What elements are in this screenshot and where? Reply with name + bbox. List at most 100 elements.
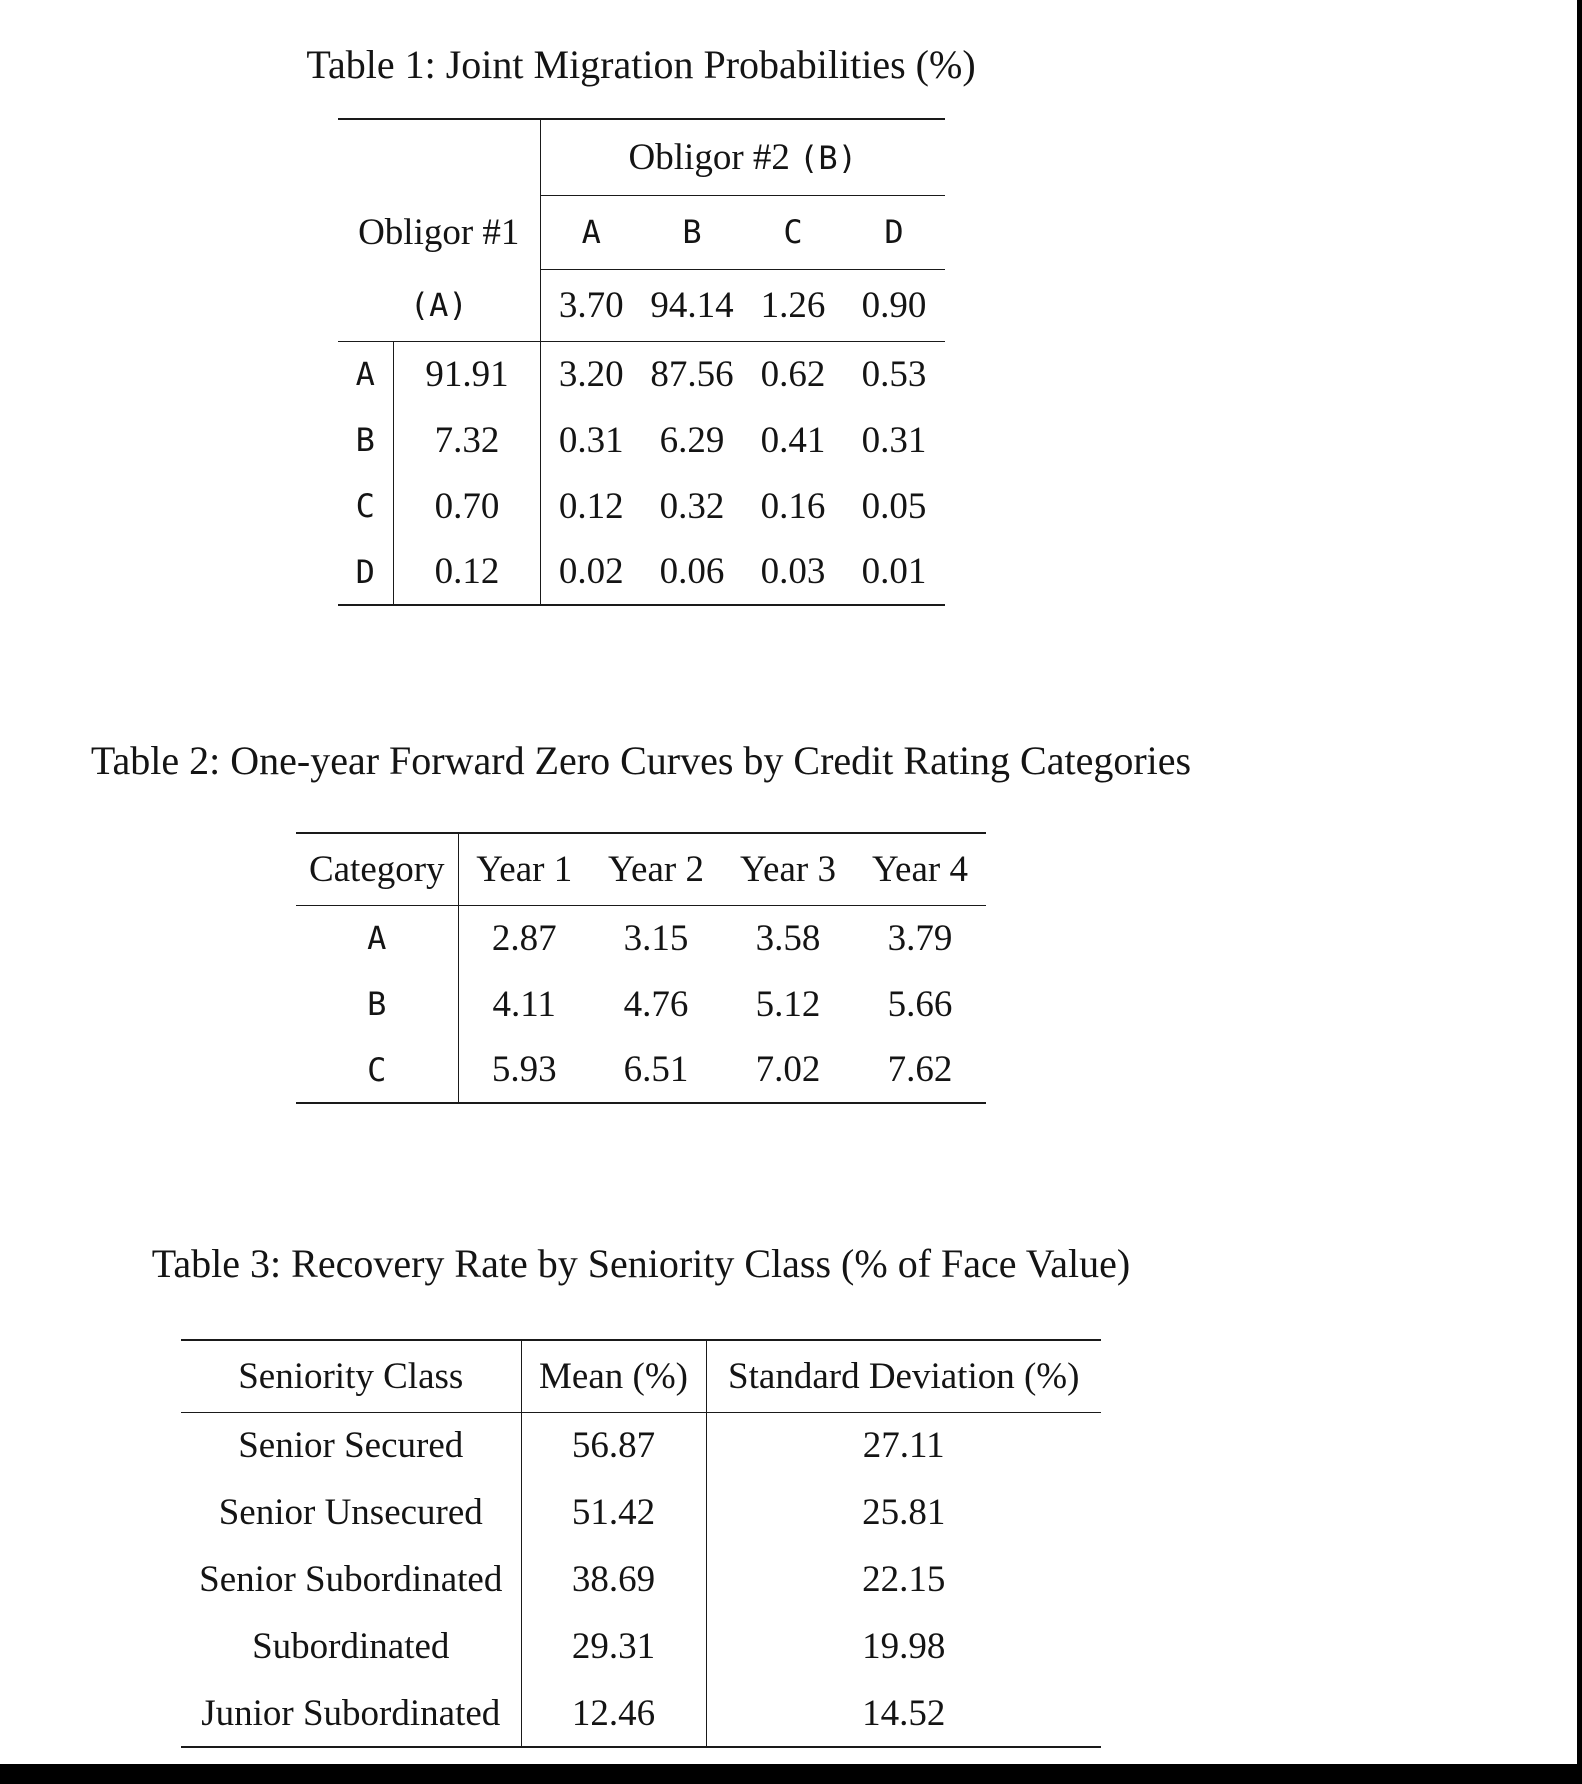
joint-prob-cell: 0.53 bbox=[861, 353, 927, 395]
rate-cell: 3.79 bbox=[887, 917, 953, 959]
rate-cell: 5.12 bbox=[755, 983, 821, 1025]
table2-title: Table 2: One-year Forward Zero Curves by… bbox=[90, 738, 1192, 783]
std-dev-cell: 27.11 bbox=[862, 1425, 945, 1467]
marginal-cell: 0.12 bbox=[393, 539, 541, 606]
category-label: C bbox=[296, 1037, 459, 1104]
seniority-class-label: Senior Secured bbox=[181, 1412, 522, 1479]
joint-prob-cell: 0.05 bbox=[861, 485, 927, 527]
column-header: A bbox=[540, 195, 642, 270]
rating-label: C bbox=[337, 473, 394, 539]
recovery-rate-table: Seniority Class Mean (%) Standard Deviat… bbox=[181, 1339, 1101, 1748]
table-row: Category Year 1 Year 2 Year 3 Year 4 bbox=[296, 832, 986, 906]
rate-cell: 3.58 bbox=[755, 917, 821, 959]
table-row: Obligor #2 (B) bbox=[337, 118, 945, 196]
joint-prob-cell: 0.02 bbox=[540, 539, 642, 606]
column-header: Category bbox=[296, 832, 459, 906]
table-row: C 0.70 0.12 0.32 0.16 0.05 bbox=[337, 473, 945, 539]
table-row: Seniority Class Mean (%) Standard Deviat… bbox=[181, 1339, 1101, 1413]
seniority-class-label: Senior Unsecured bbox=[181, 1479, 522, 1546]
joint-migration-table: Obligor #2 (B) Obligor #1 A B C D (A) 3.… bbox=[337, 118, 945, 606]
marginal-cell: 0.70 bbox=[434, 485, 500, 527]
joint-prob-cell: 0.62 bbox=[760, 353, 826, 395]
table1-title: Table 1: Joint Migration Probabilities (… bbox=[306, 42, 976, 87]
joint-prob-cell: 0.31 bbox=[861, 419, 927, 461]
column-header: Year 2 bbox=[590, 832, 722, 906]
bottom-edge-bar bbox=[0, 1764, 1582, 1784]
column-header: Year 4 bbox=[854, 832, 986, 906]
seniority-class-label: Junior Subordinated bbox=[181, 1680, 522, 1748]
joint-prob-cell: 0.41 bbox=[760, 419, 826, 461]
marginal-cell: 94.14 bbox=[641, 269, 743, 342]
table3-title: Table 3: Recovery Rate by Seniority Clas… bbox=[151, 1241, 1131, 1286]
category-label: A bbox=[296, 905, 459, 971]
table-row: A 2.87 3.15 3.58 3.79 bbox=[296, 905, 986, 971]
joint-prob-cell: 0.06 bbox=[641, 539, 743, 606]
joint-prob-cell: 0.32 bbox=[659, 485, 725, 527]
table-row: Senior Secured 56.87 27.11 bbox=[181, 1412, 1101, 1479]
rate-cell: 6.51 bbox=[590, 1037, 722, 1104]
rate-cell: 5.66 bbox=[887, 983, 953, 1025]
marginal-cell: 91.91 bbox=[425, 353, 509, 395]
mean-cell: 12.46 bbox=[521, 1680, 707, 1748]
marginal-cell: 7.32 bbox=[434, 419, 500, 461]
obligor2-group-header: Obligor #2 (B) bbox=[540, 118, 945, 196]
obligor1-rating-tag: (A) bbox=[337, 269, 541, 342]
std-dev-cell: 25.81 bbox=[862, 1492, 946, 1533]
joint-prob-cell: 0.12 bbox=[540, 473, 642, 539]
column-header: Seniority Class bbox=[181, 1339, 522, 1413]
column-header: B bbox=[641, 195, 743, 270]
forward-zero-curves-table: Category Year 1 Year 2 Year 3 Year 4 A 2… bbox=[296, 832, 986, 1104]
rate-cell: 4.11 bbox=[492, 983, 556, 1025]
table-row: Obligor #1 A B C D bbox=[338, 195, 945, 270]
table-row: Senior Unsecured 51.42 25.81 bbox=[181, 1479, 1101, 1546]
table-row: (A) 3.70 94.14 1.26 0.90 bbox=[337, 269, 945, 342]
column-header: Mean (%) bbox=[521, 1339, 707, 1413]
table-row: Senior Subordinated 38.69 22.15 bbox=[181, 1546, 1101, 1613]
std-dev-cell: 14.52 bbox=[706, 1680, 1101, 1748]
marginal-cell: 1.26 bbox=[742, 269, 844, 342]
obligor2-rating-tag: (B) bbox=[799, 138, 857, 177]
column-header: D bbox=[843, 195, 945, 270]
table-row: B 7.32 0.31 6.29 0.41 0.31 bbox=[337, 407, 945, 473]
table-row: Subordinated 29.31 19.98 bbox=[181, 1613, 1101, 1680]
rate-cell: 7.62 bbox=[854, 1037, 986, 1104]
rate-cell: 5.93 bbox=[458, 1037, 590, 1104]
column-header: Year 1 bbox=[458, 832, 590, 906]
table-row: Junior Subordinated 12.46 14.52 bbox=[181, 1680, 1101, 1748]
mean-cell: 51.42 bbox=[521, 1479, 707, 1546]
joint-prob-cell: 0.16 bbox=[760, 485, 826, 527]
joint-prob-cell: 0.01 bbox=[843, 539, 945, 606]
joint-prob-cell: 0.31 bbox=[540, 407, 642, 473]
rating-label: A bbox=[337, 341, 394, 407]
seniority-class-label: Subordinated bbox=[181, 1613, 522, 1680]
rate-cell: 2.87 bbox=[491, 917, 557, 959]
mean-cell: 38.69 bbox=[521, 1546, 707, 1613]
table-row: B 4.11 4.76 5.12 5.66 bbox=[296, 971, 986, 1037]
joint-prob-cell: 0.03 bbox=[742, 539, 844, 606]
category-label: B bbox=[296, 971, 459, 1037]
obligor1-header-label: Obligor #1 bbox=[358, 211, 520, 253]
document-content: Table 1: Joint Migration Probabilities (… bbox=[90, 42, 1192, 1748]
seniority-class-label: Senior Subordinated bbox=[181, 1546, 522, 1613]
marginal-cell: 0.90 bbox=[843, 269, 945, 342]
std-dev-cell: 22.15 bbox=[862, 1559, 946, 1600]
mean-cell: 29.31 bbox=[521, 1613, 707, 1680]
rate-cell: 4.76 bbox=[623, 983, 689, 1025]
marginal-cell: 3.70 bbox=[540, 269, 642, 342]
std-dev-cell: 19.98 bbox=[862, 1626, 946, 1667]
joint-prob-cell: 6.29 bbox=[659, 419, 725, 461]
rating-label: D bbox=[337, 539, 394, 606]
rate-cell: 3.15 bbox=[623, 917, 689, 959]
rating-label: B bbox=[337, 407, 394, 473]
column-header: C bbox=[742, 195, 844, 270]
table-row: A 91.91 3.20 87.56 0.62 0.53 bbox=[337, 341, 945, 407]
joint-prob-cell: 3.20 bbox=[540, 341, 642, 407]
right-edge-bar bbox=[1577, 0, 1582, 1784]
obligor2-header-label: Obligor #2 bbox=[628, 136, 790, 178]
column-header: Standard Deviation (%) bbox=[706, 1339, 1101, 1413]
table-row: D 0.12 0.02 0.06 0.03 0.01 bbox=[337, 539, 945, 606]
mean-cell: 56.87 bbox=[521, 1412, 707, 1479]
empty-corner-cell bbox=[337, 118, 541, 195]
joint-prob-cell: 87.56 bbox=[650, 353, 734, 395]
column-header: Year 3 bbox=[722, 832, 854, 906]
